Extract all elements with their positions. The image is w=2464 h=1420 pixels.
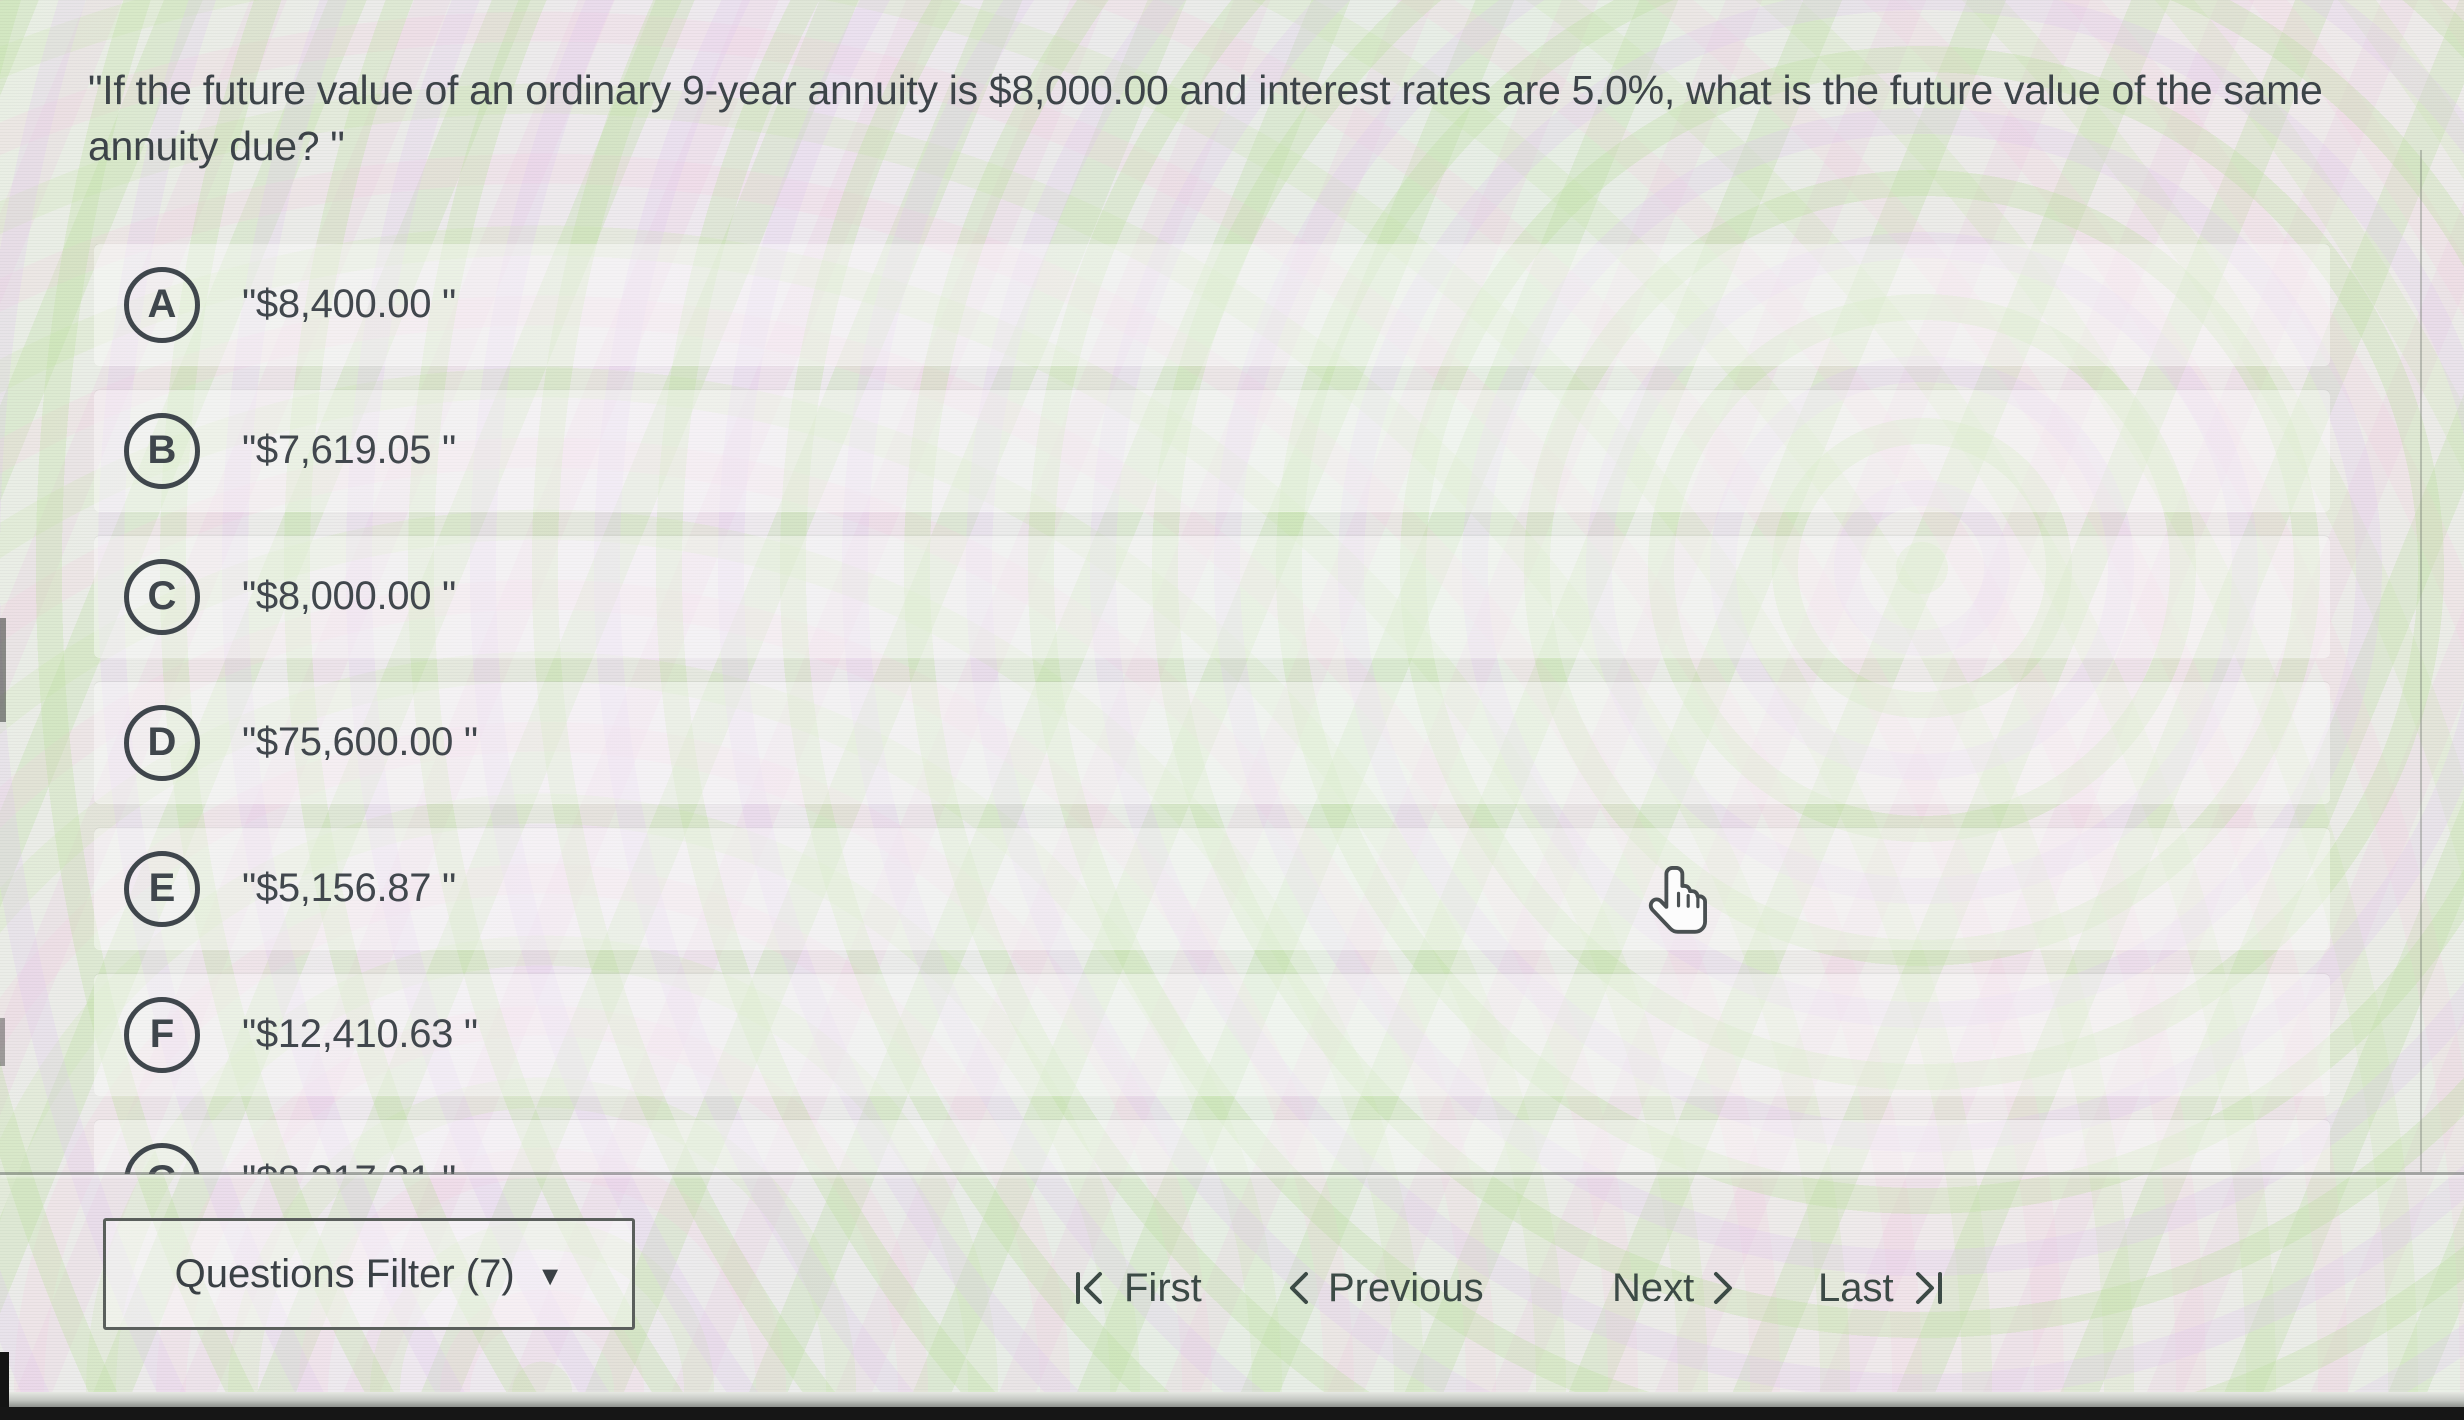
option-text: "$75,600.00 " [242,720,478,764]
option-text: "$5,156.87 " [242,866,456,910]
last-page-icon [1910,1268,1946,1308]
screen-edge-artifact [0,618,6,722]
answer-option-f[interactable]: F "$12,410.63 " [94,974,2330,1095]
choice-letter-badge: F [124,996,200,1073]
screen-edge-artifact [0,1018,5,1066]
answer-option-b[interactable]: B "$7,619.05 " [94,390,2330,511]
answer-option-d[interactable]: D "$75,600.00 " [94,682,2330,803]
pagination-previous-button[interactable]: Previous [1282,1248,1484,1328]
pagination-next-button[interactable]: Next [1612,1248,1740,1328]
choice-letter-badge: G [124,1142,200,1174]
option-text: "$7,619.05 " [242,428,456,472]
questions-filter-button[interactable]: Questions Filter (7) ▼ [103,1218,635,1330]
choice-letter: C [147,574,177,618]
screen-bezel-edge [0,1392,2464,1407]
choice-letter-badge: C [124,558,200,635]
content-right-edge-line [2420,150,2422,1172]
screen-edge-notch [0,1352,9,1407]
answer-options-list: A "$8,400.00 " B "$7,619.05 " C "$8,000.… [94,244,2330,1174]
option-text: "$12,410.63 " [242,1012,478,1056]
chevron-down-icon: ▼ [536,1260,564,1291]
question-text: "If the future value of an ordinary 9-ye… [88,67,2323,169]
choice-letter: E [148,866,176,910]
answer-option-g[interactable]: G "$8,317.31 " [94,1120,2330,1174]
answer-option-c[interactable]: C "$8,000.00 " [94,536,2330,657]
previous-page-label: Previous [1328,1265,1484,1310]
choice-letter-badge: B [124,412,200,489]
questions-filter-label: Questions Filter (7) [174,1251,515,1296]
choice-letter-badge: D [124,704,200,781]
option-text: "$8,000.00 " [242,574,456,618]
footer-divider [0,1172,2464,1175]
choice-letter: D [147,720,177,764]
option-text: "$8,400.00 " [242,282,456,326]
choice-letter: A [147,282,177,326]
bottom-dark-bar [0,1407,2464,1420]
pagination-first-button[interactable]: First [1072,1248,1202,1328]
first-page-label: First [1124,1265,1202,1310]
answer-option-e[interactable]: E "$5,156.87 " [94,828,2330,949]
chevron-right-icon [1710,1268,1740,1308]
choice-letter-badge: E [124,850,200,927]
chevron-left-icon [1282,1268,1312,1308]
choice-letter-badge: A [124,266,200,343]
pagination-last-button[interactable]: Last [1818,1248,1946,1328]
choice-letter: G [146,1158,177,1174]
first-page-icon [1072,1268,1108,1308]
last-page-label: Last [1818,1265,1894,1310]
option-text: "$8,317.31 " [242,1158,456,1174]
choice-letter: B [147,428,177,472]
answer-option-a[interactable]: A "$8,400.00 " [94,244,2330,365]
choice-letter: F [149,1012,175,1056]
next-page-label: Next [1612,1265,1695,1310]
hand-pointer-cursor [1645,860,1717,956]
